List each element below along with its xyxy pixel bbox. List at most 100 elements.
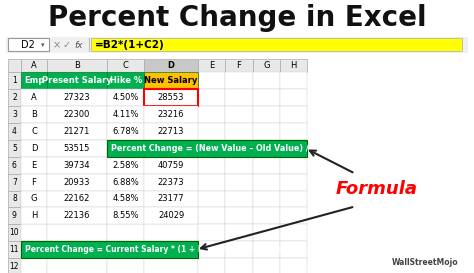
Text: fx: fx [74,41,83,50]
FancyBboxPatch shape [21,106,46,123]
FancyBboxPatch shape [280,72,307,89]
FancyBboxPatch shape [253,106,280,123]
FancyBboxPatch shape [8,38,49,51]
FancyBboxPatch shape [107,89,144,106]
FancyBboxPatch shape [253,191,280,207]
Text: 5: 5 [12,144,17,153]
Text: Percent Change = Current Salary * (1 + Percentage Increase): Percent Change = Current Salary * (1 + P… [25,245,291,254]
FancyBboxPatch shape [225,89,253,106]
FancyBboxPatch shape [8,140,21,157]
FancyBboxPatch shape [46,174,107,191]
FancyBboxPatch shape [46,207,107,224]
FancyBboxPatch shape [280,123,307,140]
Text: 20933: 20933 [64,177,90,186]
FancyBboxPatch shape [225,207,253,224]
FancyBboxPatch shape [280,241,307,258]
FancyBboxPatch shape [198,157,225,174]
FancyBboxPatch shape [107,140,144,157]
Text: 23216: 23216 [158,110,184,119]
FancyBboxPatch shape [144,258,198,273]
FancyBboxPatch shape [253,89,280,106]
FancyBboxPatch shape [253,157,280,174]
FancyBboxPatch shape [8,191,21,207]
Text: F: F [31,177,36,186]
Text: F: F [237,61,241,70]
FancyBboxPatch shape [46,157,107,174]
Text: 6: 6 [12,161,17,170]
FancyBboxPatch shape [225,191,253,207]
FancyBboxPatch shape [46,207,107,224]
FancyBboxPatch shape [225,157,253,174]
FancyBboxPatch shape [280,207,307,224]
FancyBboxPatch shape [253,241,280,258]
FancyBboxPatch shape [107,157,144,174]
Text: 22373: 22373 [158,177,184,186]
FancyBboxPatch shape [198,191,225,207]
FancyBboxPatch shape [46,258,107,273]
Text: Formula: Formula [336,180,418,198]
FancyBboxPatch shape [21,157,46,174]
Text: 27323: 27323 [64,93,90,102]
Text: 3: 3 [12,110,17,119]
FancyBboxPatch shape [253,174,280,191]
Text: Present Salary: Present Salary [42,76,112,85]
Text: D: D [31,144,37,153]
FancyBboxPatch shape [107,174,144,191]
Text: 40759: 40759 [158,161,184,170]
FancyBboxPatch shape [225,72,253,89]
Text: ✓: ✓ [62,40,70,51]
FancyBboxPatch shape [8,106,21,123]
FancyBboxPatch shape [8,224,21,241]
FancyBboxPatch shape [107,59,144,72]
Text: B: B [74,61,80,70]
FancyBboxPatch shape [46,224,107,241]
Text: B: B [31,110,37,119]
Text: ▾: ▾ [41,42,45,48]
FancyBboxPatch shape [21,123,46,140]
FancyBboxPatch shape [46,106,107,123]
FancyBboxPatch shape [21,89,46,106]
FancyBboxPatch shape [144,191,198,207]
FancyBboxPatch shape [8,207,21,224]
Text: Emp: Emp [24,76,44,85]
FancyBboxPatch shape [46,191,107,207]
FancyBboxPatch shape [21,224,46,241]
FancyBboxPatch shape [144,191,198,207]
FancyBboxPatch shape [198,89,225,106]
Text: 4.58%: 4.58% [112,194,139,203]
FancyBboxPatch shape [280,174,307,191]
Text: 22162: 22162 [64,194,90,203]
Text: =B2*(1+C2): =B2*(1+C2) [94,40,164,51]
Text: 4.50%: 4.50% [112,93,139,102]
FancyBboxPatch shape [46,123,107,140]
FancyBboxPatch shape [107,123,144,140]
FancyBboxPatch shape [21,191,46,207]
FancyBboxPatch shape [144,241,198,258]
FancyBboxPatch shape [46,140,107,157]
FancyBboxPatch shape [144,89,198,106]
Text: 22713: 22713 [158,127,184,136]
Text: G: G [31,194,37,203]
FancyBboxPatch shape [107,123,144,140]
FancyBboxPatch shape [8,89,21,106]
Text: 11: 11 [9,245,19,254]
FancyBboxPatch shape [144,59,198,72]
FancyBboxPatch shape [8,157,21,174]
FancyBboxPatch shape [144,72,198,89]
FancyBboxPatch shape [107,241,144,258]
FancyBboxPatch shape [107,224,144,241]
FancyBboxPatch shape [144,140,198,157]
FancyBboxPatch shape [107,191,144,207]
FancyBboxPatch shape [144,157,198,174]
FancyBboxPatch shape [198,72,225,89]
FancyBboxPatch shape [6,37,468,53]
FancyBboxPatch shape [198,123,225,140]
Text: G: G [263,61,270,70]
FancyBboxPatch shape [46,123,107,140]
FancyBboxPatch shape [280,59,307,72]
FancyBboxPatch shape [198,106,225,123]
FancyBboxPatch shape [21,72,46,89]
FancyBboxPatch shape [107,207,144,224]
FancyBboxPatch shape [46,72,107,89]
Text: 4: 4 [12,127,17,136]
